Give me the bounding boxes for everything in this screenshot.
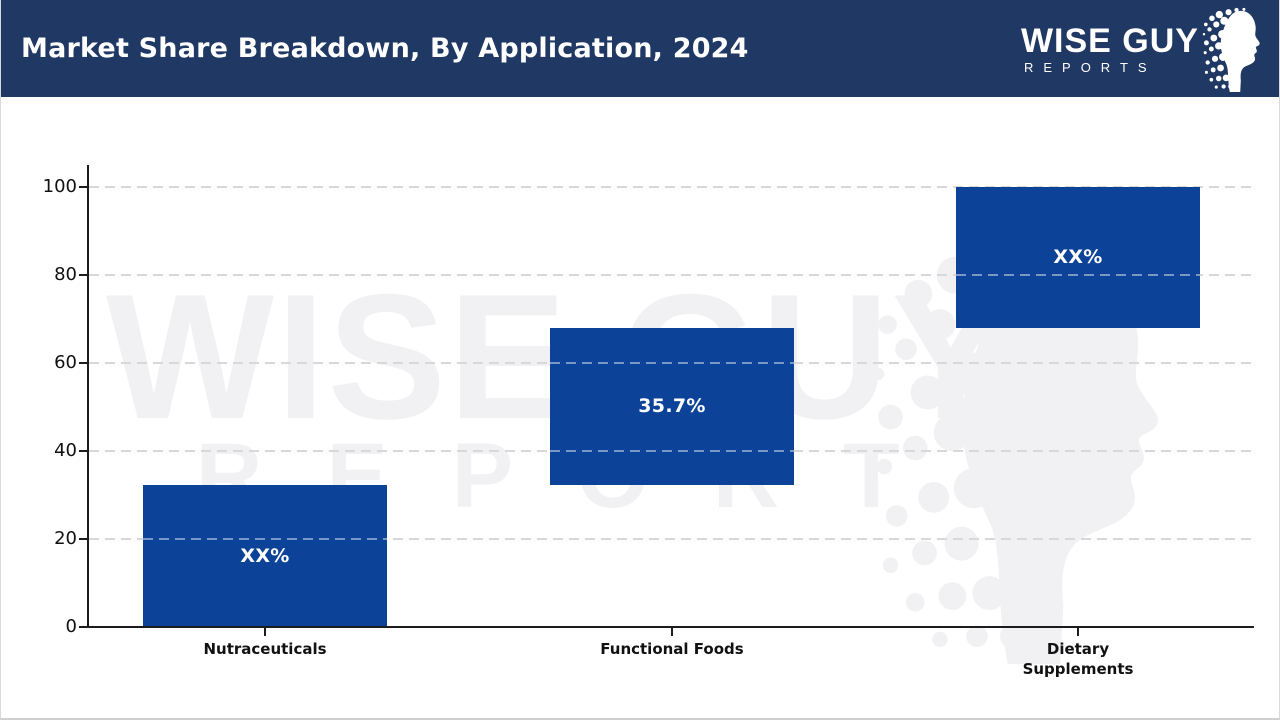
- y-tick-label: 40: [54, 440, 77, 461]
- y-tick-label: 80: [54, 264, 77, 285]
- y-tick-mark: [79, 450, 88, 452]
- x-category-label-line: Dietary: [1046, 640, 1110, 658]
- y-tick-mark: [79, 274, 88, 276]
- bar: XX%: [956, 187, 1200, 328]
- bar: XX%: [143, 484, 387, 627]
- gridline: [89, 538, 1253, 540]
- gridline-over-bar: [143, 537, 387, 540]
- x-tick-mark: [671, 628, 673, 636]
- bar: 35.7%: [550, 327, 794, 485]
- y-tick-label: 0: [65, 616, 77, 637]
- x-category-label-line: Nutraceuticals: [203, 640, 327, 658]
- y-axis: [87, 165, 89, 628]
- brand-name-label: WISE GUY: [1020, 21, 1199, 60]
- x-axis: [87, 626, 1254, 628]
- gridline: [89, 274, 1253, 276]
- gridline: [89, 186, 1253, 188]
- x-category-label: Dietary Supplements: [968, 639, 1188, 679]
- page-title: Market Share Breakdown, By Application, …: [21, 33, 749, 64]
- gridline-over-bar: [550, 361, 794, 364]
- dot-head-icon: [1195, 6, 1267, 92]
- y-tick-label: 60: [54, 352, 77, 373]
- x-category-label: Functional Foods: [562, 639, 782, 659]
- y-tick-mark: [79, 538, 88, 540]
- header: Market Share Breakdown, By Application, …: [1, 0, 1279, 97]
- y-tick-mark: [79, 186, 88, 188]
- x-category-label: Nutraceuticals: [155, 639, 375, 659]
- gridline-over-bar: [550, 449, 794, 452]
- brand-wordmark: WISE GUY REPORTS: [1021, 24, 1199, 74]
- x-category-label-line: Functional Foods: [600, 640, 744, 658]
- y-tick-label: 20: [54, 528, 77, 549]
- x-tick-mark: [264, 628, 266, 636]
- y-tick-mark: [79, 362, 88, 364]
- bar-value-label: XX%: [1053, 246, 1103, 269]
- x-category-label-line: Supplements: [1022, 660, 1134, 678]
- brand-reports-label: REPORTS: [1023, 59, 1157, 75]
- y-tick-mark: [79, 626, 88, 628]
- bar-value-label: XX%: [240, 544, 290, 567]
- y-tick-label: 100: [42, 176, 77, 197]
- gridline-over-bar: [956, 274, 1200, 276]
- x-tick-mark: [1077, 628, 1079, 636]
- brand-logo: WISE GUY REPORTS: [1021, 6, 1267, 92]
- bar-value-label: 35.7%: [638, 395, 706, 418]
